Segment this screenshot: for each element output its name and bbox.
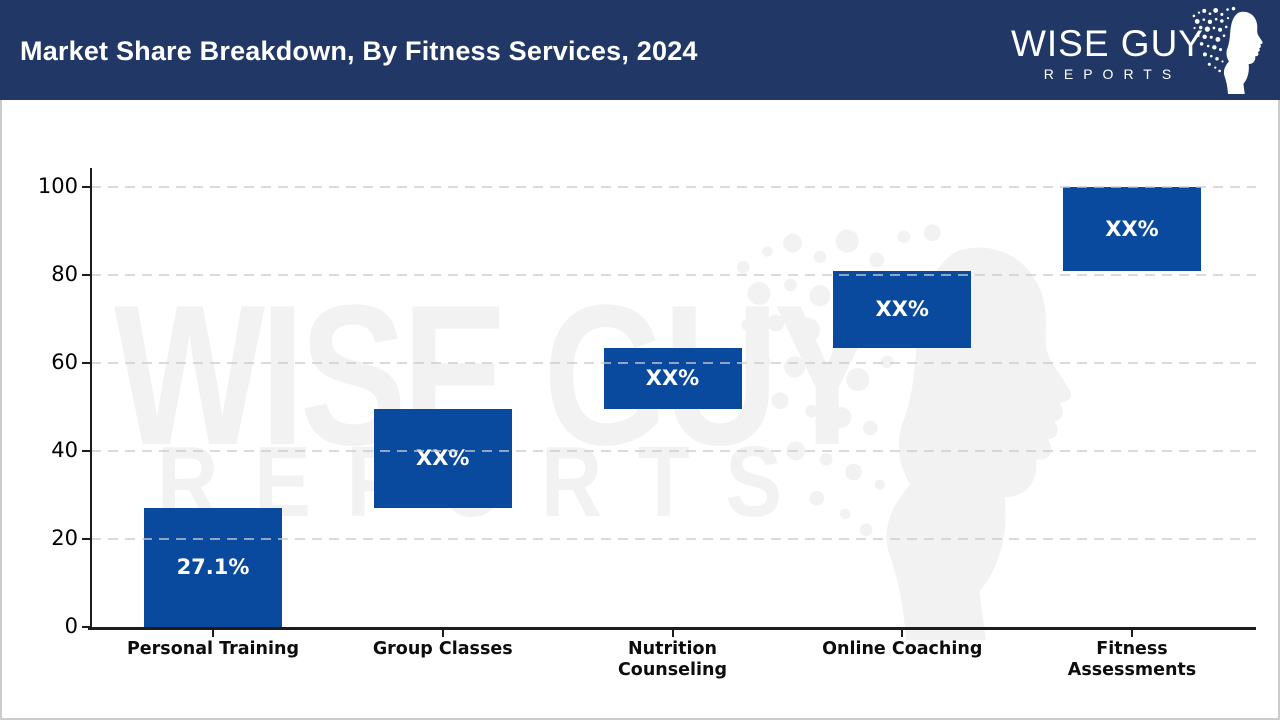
bar-value-label: XX% — [645, 366, 700, 391]
bar-value-label: 27.1% — [176, 555, 250, 580]
x-axis-label-line: Counseling — [617, 660, 728, 680]
y-axis-line — [90, 168, 92, 629]
gridline-80 — [91, 274, 1256, 276]
x-tick-1 — [441, 630, 444, 637]
y-tick-40 — [82, 450, 90, 452]
waterfall-chart: 0 20 40 60 80 100 27.1% Personal Training XX% Gro… — [2, 100, 1278, 718]
bar-fitness-assessments: XX% — [1063, 187, 1201, 271]
gridline-40 — [91, 450, 1256, 452]
gridline-60 — [91, 362, 1256, 364]
y-axis-label-80: 80 — [51, 262, 78, 286]
x-axis-label-line: Fitness — [1096, 639, 1168, 659]
y-axis-label-60: 60 — [51, 350, 78, 374]
y-axis-label-40: 40 — [51, 438, 78, 462]
bar-nutrition-counseling: XX% — [603, 348, 742, 409]
y-tick-0 — [82, 626, 90, 628]
gridline-100 — [91, 186, 1256, 188]
x-axis-label-line: Personal Training — [126, 639, 300, 659]
x-axis-label-line: Assessments — [1067, 660, 1197, 680]
page-title: Market Share Breakdown, By Fitness Servi… — [20, 36, 698, 66]
bar-group-classes: XX% — [373, 408, 512, 508]
x-tick-4 — [1131, 630, 1133, 637]
logo-head-icon — [1192, 6, 1263, 94]
x-axis-label-online-coaching: Online Coaching — [782, 639, 1022, 660]
y-tick-100 — [82, 186, 90, 188]
x-axis-line — [88, 627, 1256, 630]
bar-online-coaching: XX% — [833, 270, 972, 349]
logo-wordmark: WISE GUY REPORTS — [1011, 25, 1204, 82]
wiseguy-logo: WISE GUY REPORTS — [1011, 6, 1268, 94]
bar-personal-training: 27.1% — [144, 507, 282, 627]
y-axis-label-100: 100 — [37, 174, 78, 198]
chart-area: WISE GUY REPORTS 02040608010027.1%Person… — [0, 100, 1280, 720]
bar-value-label: XX% — [875, 297, 929, 322]
x-axis-label-nutrition-counseling: Nutrition Counseling — [553, 639, 793, 681]
logo-wordmark-line2: REPORTS — [1043, 65, 1182, 82]
x-axis-label-line: Group Classes — [372, 639, 513, 659]
x-axis-label-group-classes: Group Classes — [323, 639, 563, 660]
bar-value-label: XX% — [1105, 216, 1159, 241]
x-axis-label-line: Nutrition — [628, 639, 717, 659]
y-tick-20 — [82, 538, 90, 540]
y-axis-label-20: 20 — [51, 526, 78, 550]
x-tick-3 — [901, 630, 904, 637]
x-tick-2 — [671, 630, 674, 637]
gridline-20 — [91, 538, 1256, 540]
x-tick-0 — [212, 630, 214, 637]
y-axis-label-0: 0 — [64, 614, 78, 638]
x-axis-label-personal-training: Personal Training — [93, 639, 333, 660]
x-axis-label-fitness-assessments: Fitness Assessments — [1012, 639, 1252, 681]
header: Market Share Breakdown, By Fitness Servi… — [0, 0, 1280, 100]
logo-wordmark-line1: WISE GUY — [1010, 22, 1204, 64]
y-tick-60 — [82, 362, 90, 364]
x-axis-label-line: Online Coaching — [822, 639, 983, 659]
y-tick-80 — [82, 274, 90, 276]
